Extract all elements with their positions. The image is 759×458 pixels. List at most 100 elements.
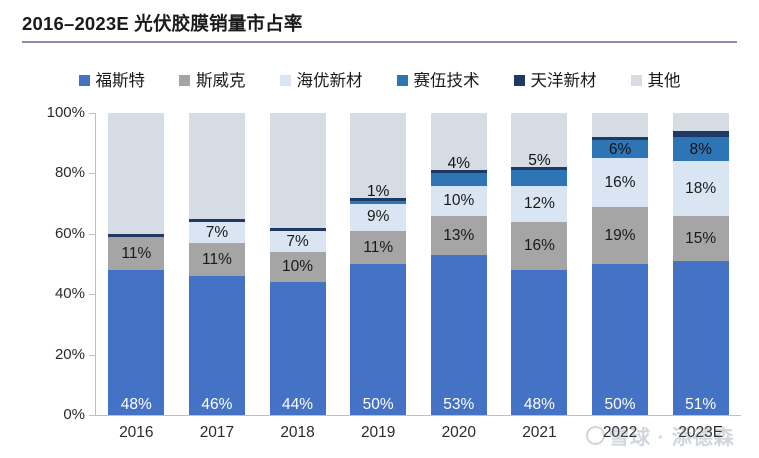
bar-segment-赛伍技术-2020[interactable]: 4% (430, 156, 487, 186)
bar-segment-福斯特-2022[interactable]: 50% (592, 264, 649, 415)
bar-segment-福斯特-2023E[interactable]: 51% (672, 260, 729, 415)
bar-value-label: 48% (523, 395, 555, 413)
x-axis-line (95, 415, 741, 416)
bar-segment-赛伍技术-2023E[interactable]: 8% (672, 137, 729, 162)
bar-segment-斯威克-2023E[interactable]: 15% (672, 215, 729, 261)
bar-segment-天洋新材-2018[interactable] (269, 227, 326, 231)
bar-segment-斯威克-2017[interactable]: 11% (188, 242, 245, 277)
legend-label: 斯威克 (196, 72, 246, 90)
y-axis-tick (89, 294, 95, 296)
bar-segment-天洋新材-2021[interactable] (511, 167, 568, 171)
y-axis-tick-label: 20% (54, 345, 85, 363)
bar-segment-赛伍技术-2021[interactable]: 5% (511, 153, 568, 186)
bar-segment-其他-2017[interactable] (188, 113, 245, 219)
bar-segment-海优新材-2018[interactable]: 7% (269, 230, 326, 252)
bar-segment-海优新材-2021[interactable]: 12% (511, 185, 568, 222)
y-axis-labels: 0% 20% 40% 60% 80% 100% (33, 104, 85, 423)
bar-column-2023E[interactable]: 8% 18% 15% 51% (672, 113, 729, 415)
title-bar: 2016–2023E 光伏胶膜销量市占率 (0, 0, 759, 48)
x-axis-tick-label: 2018 (280, 424, 315, 441)
bar-segment-天洋新材-2017[interactable] (188, 218, 245, 222)
x-axis-tick-label: 2022 (602, 424, 638, 441)
bar-value-label: 44% (282, 395, 314, 413)
bar-value-label: 19% (604, 226, 636, 244)
bar-segment-斯威克-2020[interactable]: 13% (430, 215, 487, 255)
y-axis-tick-label: 80% (54, 164, 85, 182)
bar-value-label: 7% (286, 232, 309, 250)
bar-segment-其他-2018[interactable] (269, 113, 326, 228)
bar-value-label: 7% (205, 223, 229, 241)
legend-item-1[interactable]: 斯威克 (179, 67, 246, 91)
legend-item-2[interactable]: 海优新材 (279, 67, 363, 91)
bar-value-label: 9% (366, 208, 390, 226)
bar-segment-海优新材-2020[interactable]: 10% (430, 185, 487, 216)
bar-segment-福斯特-2016[interactable]: 48% (108, 270, 165, 415)
bar-segment-福斯特-2018[interactable]: 44% (269, 282, 326, 415)
chart-legend: 福斯特 斯威克 海优新材 赛伍技术 天洋新材 其他 (0, 64, 759, 94)
bar-segment-福斯特-2020[interactable]: 53% (430, 254, 487, 415)
legend-swatch-icon (179, 74, 190, 86)
y-axis-tick (89, 173, 95, 175)
bar-segment-福斯特-2017[interactable]: 46% (188, 276, 245, 415)
bar-segment-斯威克-2019[interactable]: 11% (350, 230, 407, 264)
y-axis-tick (89, 233, 95, 235)
bar-value-label: 16% (604, 173, 636, 191)
bar-segment-福斯特-2019[interactable]: 50% (350, 264, 407, 415)
bar-segment-其他-2016[interactable] (108, 113, 165, 234)
bar-column-2016[interactable]: 11% 48% (108, 113, 165, 415)
bar-value-label: 12% (523, 194, 555, 212)
legend-label: 天洋新材 (530, 72, 597, 90)
bar-segment-海优新材-2019[interactable]: 9% (350, 203, 407, 231)
bar-segment-天洋新材-2016[interactable] (108, 233, 165, 237)
legend-swatch-icon (630, 74, 642, 86)
bar-segment-斯威克-2018[interactable]: 10% (269, 251, 326, 283)
bar-value-label: 50% (362, 395, 394, 413)
bar-segment-天洋新材-2022[interactable] (592, 137, 649, 141)
bar-segment-赛伍技术-2022[interactable]: 6% (592, 140, 649, 159)
bar-segment-其他-2020[interactable] (430, 113, 487, 171)
bar-value-label: 6% (608, 140, 632, 158)
bar-value-label: 15% (685, 229, 717, 247)
bar-segment-海优新材-2022[interactable]: 16% (592, 158, 649, 207)
x-axis-tick-label: 2020 (441, 424, 477, 441)
bar-segment-天洋新材-2023E[interactable] (672, 131, 729, 138)
bar-column-2018[interactable]: 7% 10% 44% (269, 113, 326, 415)
bar-segment-福斯特-2021[interactable]: 48% (511, 270, 568, 415)
bar-value-label: 18% (685, 179, 717, 197)
bar-segment-斯威克-2022[interactable]: 19% (592, 206, 649, 264)
x-axis-tick-label: 2023E (678, 424, 724, 441)
y-axis-tick-label: 40% (54, 285, 85, 303)
y-axis-tick (89, 354, 95, 356)
bar-column-2021[interactable]: 5% 12% 16% 48% (511, 113, 568, 415)
bar-value-label: 13% (443, 226, 475, 244)
bar-value-label: 50% (604, 395, 636, 413)
bar-value-label: 16% (523, 237, 555, 255)
legend-item-5[interactable]: 其他 (630, 67, 681, 91)
bar-segment-其他-2023E[interactable] (672, 113, 729, 132)
page-title: 2016–2023E 光伏胶膜销量市占率 (22, 13, 303, 34)
bar-column-2022[interactable]: 6% 16% 19% 50% (592, 113, 649, 415)
bar-value-label: 8% (689, 140, 712, 158)
y-axis-tick (89, 113, 95, 114)
y-axis-tick-label: 100% (46, 104, 85, 121)
bar-segment-其他-2021[interactable] (511, 113, 568, 168)
bar-value-label: 51% (685, 395, 717, 413)
legend-label: 海优新材 (296, 72, 363, 90)
bar-column-2017[interactable]: 7% 11% 46% (188, 113, 245, 415)
legend-item-4[interactable]: 天洋新材 (513, 67, 597, 91)
bar-column-2019[interactable]: 1% 9% 11% 50% (350, 113, 407, 415)
bar-segment-海优新材-2023E[interactable]: 18% (672, 161, 729, 216)
bar-segment-其他-2022[interactable] (592, 113, 649, 138)
bar-segment-斯威克-2021[interactable]: 16% (511, 221, 568, 271)
bar-segment-斯威克-2016[interactable]: 11% (108, 236, 165, 271)
title-divider (22, 41, 737, 43)
bar-value-label: 48% (120, 395, 152, 413)
bar-segment-海优新材-2017[interactable]: 7% (188, 221, 245, 243)
legend-item-3[interactable]: 赛伍技术 (396, 67, 480, 91)
legend-item-0[interactable]: 福斯特 (78, 67, 145, 91)
bar-segment-天洋新材-2020[interactable] (430, 170, 487, 174)
bar-segment-其他-2019[interactable] (350, 113, 407, 198)
bar-column-2020[interactable]: 4% 10% 13% 53% (430, 113, 487, 415)
bar-segment-天洋新材-2019[interactable] (350, 197, 407, 201)
y-axis-line (95, 113, 96, 416)
